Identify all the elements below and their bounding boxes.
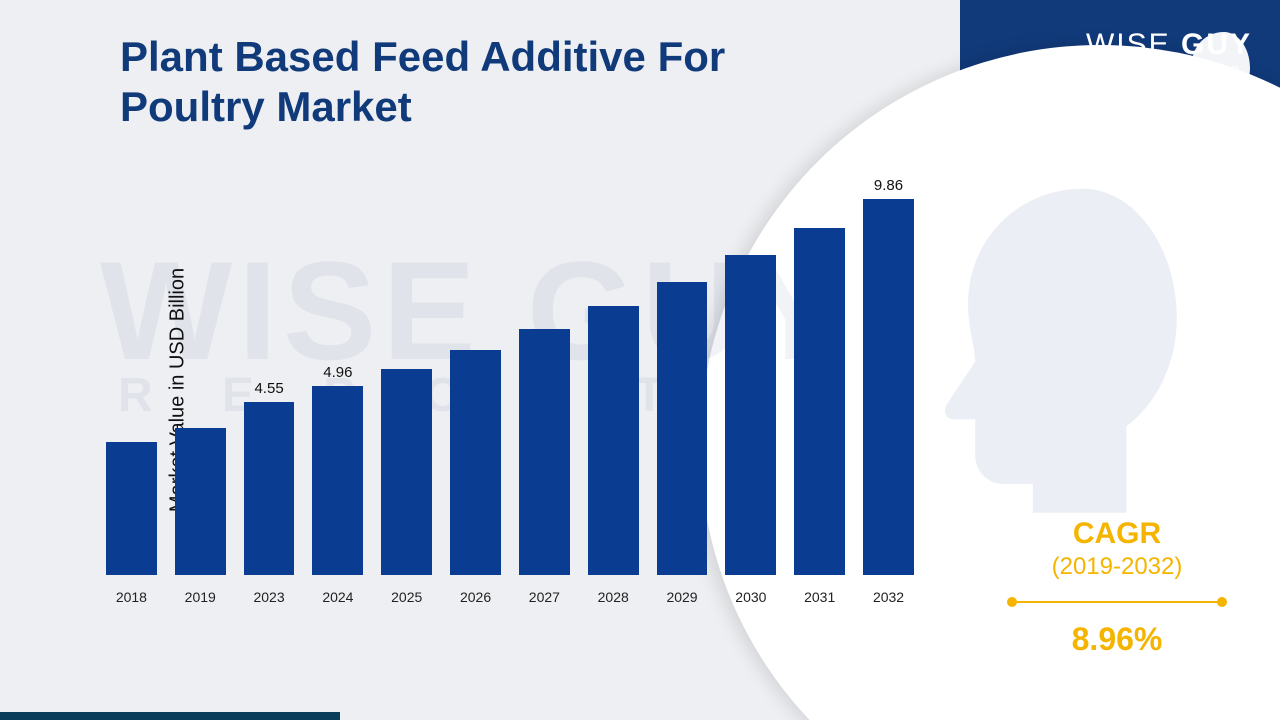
bar-value-label: 4.55 [254, 380, 283, 398]
x-tick: 2025 [381, 589, 432, 605]
logo-line2: REPORTS [1086, 64, 1252, 82]
bar [725, 255, 776, 575]
x-tick: 2028 [588, 589, 639, 605]
bar-wrap: 9.86 [863, 175, 914, 575]
x-tick: 2024 [312, 589, 363, 605]
bar [657, 282, 708, 575]
logo-line1: WISE GUY [1086, 28, 1252, 62]
bar [794, 228, 845, 575]
logo-word-guy: GUY [1181, 28, 1252, 61]
infographic-stage: WISE GUY R E P O R T S Plant Based Feed … [0, 0, 1280, 720]
chart-title: Plant Based Feed Additive For Poultry Ma… [120, 32, 840, 131]
bar-wrap: 4.96 [312, 175, 363, 575]
x-tick: 2032 [863, 589, 914, 605]
bar-wrap [725, 175, 776, 575]
bar [106, 442, 157, 575]
cagr-years: (2019-2032) [1002, 553, 1232, 581]
bar [381, 369, 432, 575]
brand-logo: WISE GUY REPORTS [1086, 28, 1252, 82]
bar [312, 386, 363, 575]
x-tick: 2026 [450, 589, 501, 605]
x-tick: 2019 [175, 589, 226, 605]
x-axis: 2018 2019 2023 2024 2025 2026 2027 2028 2029 2030… [100, 581, 920, 605]
cagr-title: CAGR [1002, 517, 1232, 551]
x-tick: 2029 [657, 589, 708, 605]
x-tick: 2027 [519, 589, 570, 605]
cagr-block: CAGR (2019-2032) 8.96% [1002, 517, 1232, 658]
bar-wrap [657, 175, 708, 575]
bottom-accent-bar [0, 712, 340, 720]
x-tick: 2023 [244, 589, 295, 605]
bar [175, 428, 226, 575]
x-tick: 2030 [725, 589, 776, 605]
bar-wrap [519, 175, 570, 575]
bar [588, 306, 639, 575]
bar-wrap [450, 175, 501, 575]
plot-area: 4.55 4.96 9.86 [100, 175, 920, 575]
bar-chart: Market Value in USD Billion 4.554.969.86… [100, 175, 920, 605]
bar-wrap [106, 175, 157, 575]
bar [519, 329, 570, 575]
bar-wrap [175, 175, 226, 575]
bar [863, 199, 914, 575]
x-tick: 2031 [794, 589, 845, 605]
bar-wrap [794, 175, 845, 575]
cagr-value: 8.96% [1002, 621, 1232, 658]
bar [244, 402, 295, 575]
bar-wrap: 4.55 [244, 175, 295, 575]
bar-value-label: 4.96 [323, 364, 352, 382]
bar-wrap [381, 175, 432, 575]
bar-wrap [588, 175, 639, 575]
bar [450, 350, 501, 575]
x-tick: 2018 [106, 589, 157, 605]
cagr-divider [1012, 601, 1222, 603]
bar-value-label: 9.86 [874, 177, 903, 195]
logo-word-wise: WISE [1086, 28, 1171, 61]
